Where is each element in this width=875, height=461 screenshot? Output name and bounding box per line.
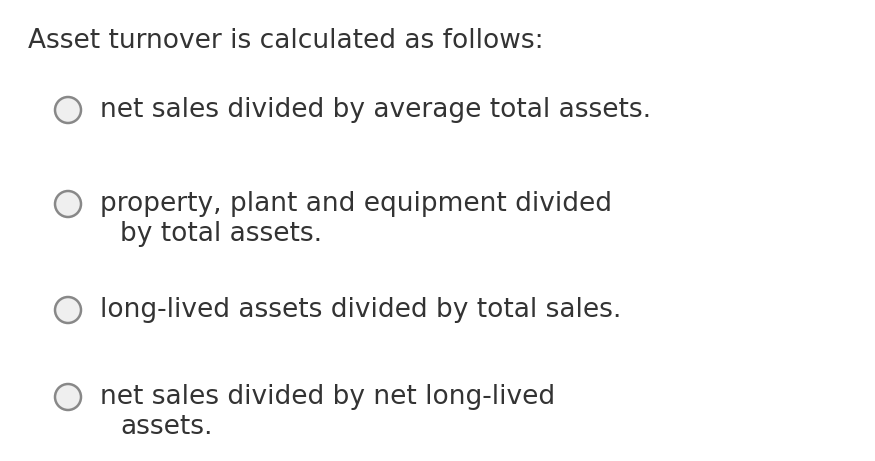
Circle shape (55, 384, 81, 410)
Circle shape (55, 191, 81, 217)
Text: net sales divided by average total assets.: net sales divided by average total asset… (100, 97, 651, 123)
Circle shape (55, 297, 81, 323)
Text: assets.: assets. (120, 414, 213, 440)
Text: long-lived assets divided by total sales.: long-lived assets divided by total sales… (100, 297, 621, 323)
Text: property, plant and equipment divided: property, plant and equipment divided (100, 191, 612, 217)
Circle shape (55, 97, 81, 123)
Text: net sales divided by net long-lived: net sales divided by net long-lived (100, 384, 555, 410)
Text: Asset turnover is calculated as follows:: Asset turnover is calculated as follows: (28, 28, 543, 54)
Text: by total assets.: by total assets. (120, 221, 322, 247)
